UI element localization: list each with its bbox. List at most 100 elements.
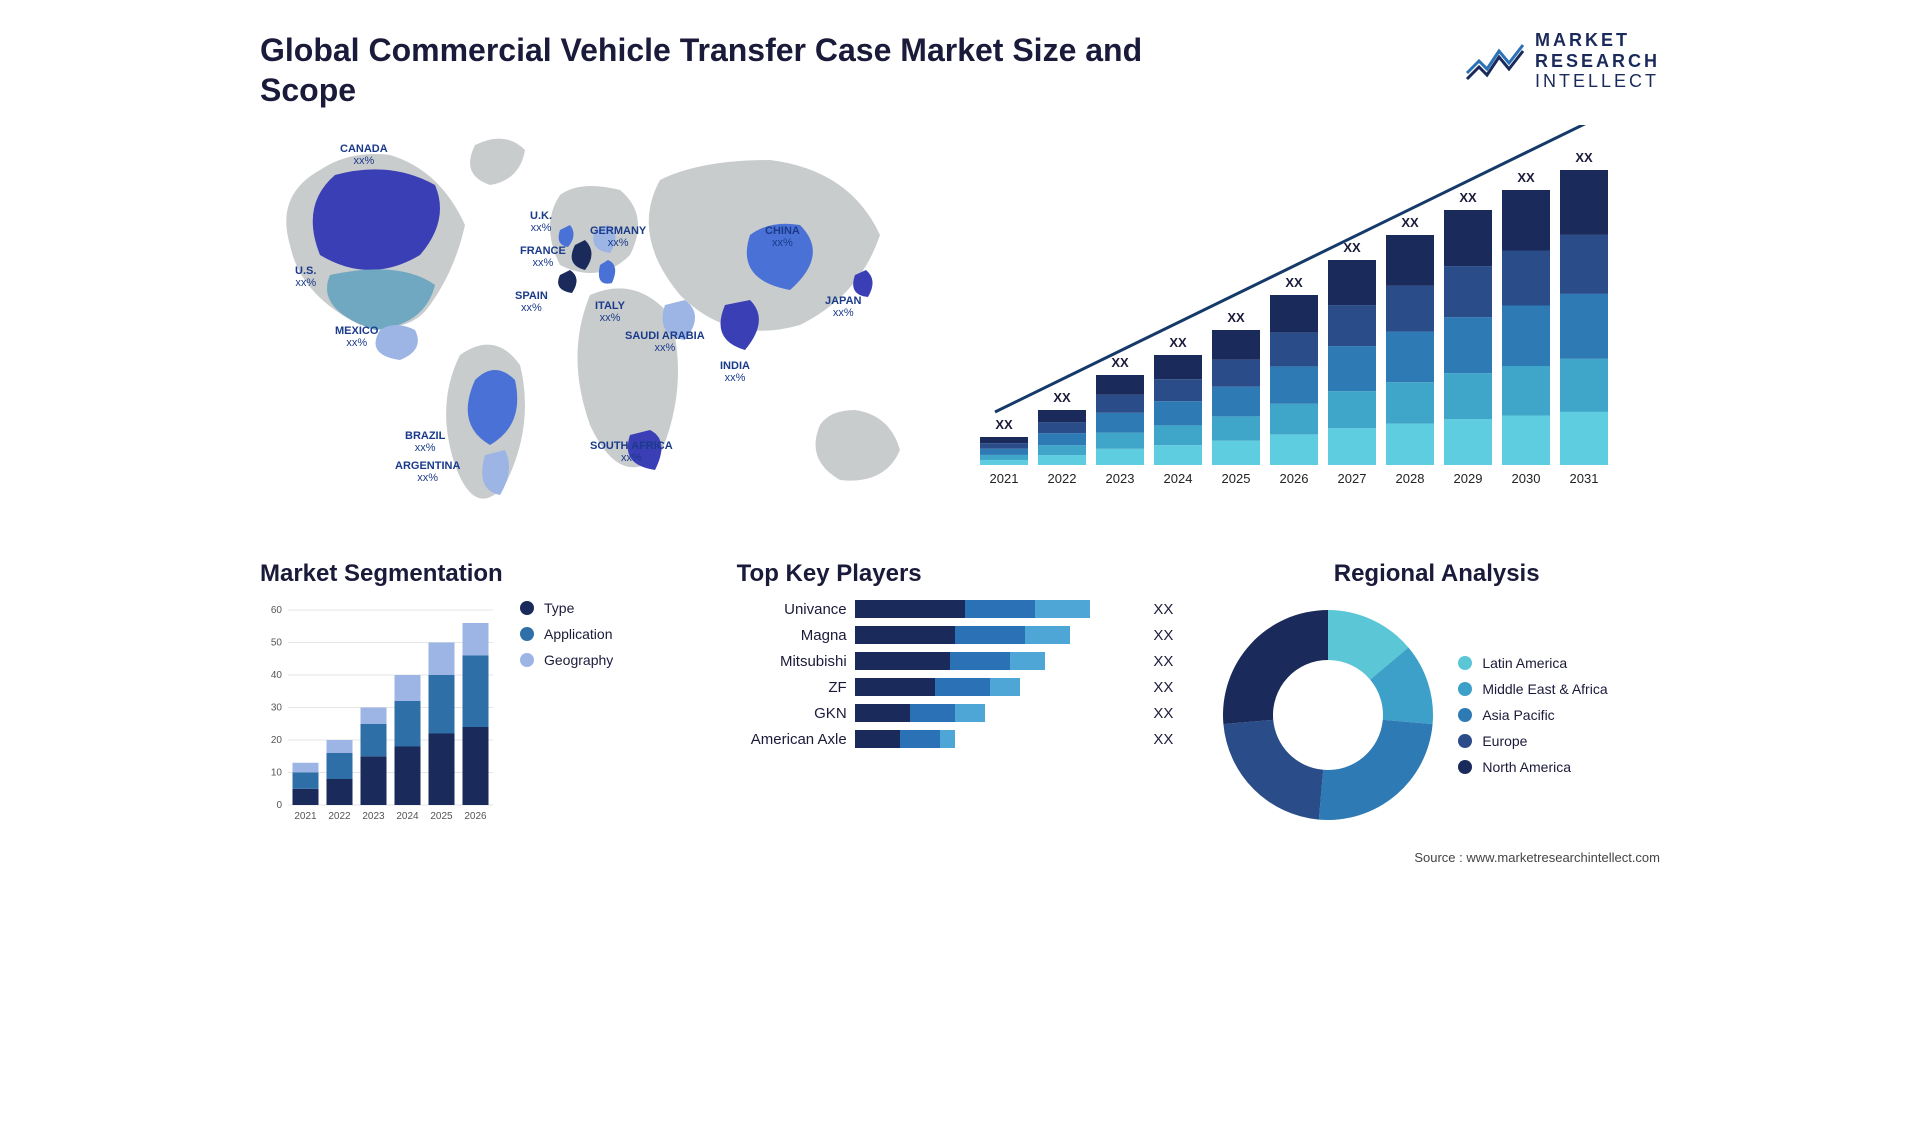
svg-text:2021: 2021 [294, 811, 317, 822]
player-name: Mitsubishi [737, 653, 847, 670]
players-panel: Top Key Players UnivanceXXMagnaXXMitsubi… [737, 560, 1184, 830]
source-attribution: Source : www.marketresearchintellect.com [260, 850, 1660, 865]
svg-text:XX: XX [995, 417, 1013, 432]
legend-label: Type [544, 600, 574, 616]
map-label: CHINAxx% [765, 225, 800, 249]
svg-text:XX: XX [1227, 310, 1245, 325]
svg-text:2023: 2023 [1106, 471, 1135, 486]
legend-row: Europe [1458, 733, 1607, 749]
svg-text:40: 40 [271, 670, 283, 681]
svg-text:2029: 2029 [1454, 471, 1483, 486]
player-name: Magna [737, 627, 847, 644]
legend-row: Type [520, 600, 613, 616]
svg-text:2028: 2028 [1396, 471, 1425, 486]
regional-panel: Regional Analysis Latin AmericaMiddle Ea… [1213, 560, 1660, 830]
legend-label: Middle East & Africa [1482, 681, 1607, 697]
player-bar-segment [955, 704, 985, 722]
svg-text:2031: 2031 [1570, 471, 1599, 486]
player-bar-segment [910, 704, 955, 722]
legend-row: Asia Pacific [1458, 707, 1607, 723]
legend-label: Latin America [1482, 655, 1567, 671]
player-bar [855, 600, 1146, 618]
player-bar-segment [1010, 652, 1045, 670]
segmentation-chart: 0102030405060202120222023202420252026 [260, 600, 500, 830]
legend-swatch [1458, 734, 1472, 748]
player-bar-segment [950, 652, 1010, 670]
legend-swatch [1458, 682, 1472, 696]
regional-donut [1213, 600, 1443, 830]
svg-text:XX: XX [1111, 355, 1129, 370]
logo-line3: INTELLECT [1535, 71, 1659, 91]
map-label: JAPANxx% [825, 295, 861, 319]
svg-text:2023: 2023 [362, 811, 385, 822]
logo: MARKET RESEARCH INTELLECT [1465, 30, 1660, 92]
svg-text:0: 0 [276, 800, 282, 811]
player-name: GKN [737, 705, 847, 722]
player-name: ZF [737, 679, 847, 696]
svg-text:2024: 2024 [396, 811, 419, 822]
svg-text:2027: 2027 [1338, 471, 1367, 486]
map-label: INDIAxx% [720, 360, 750, 384]
segmentation-panel: Market Segmentation 01020304050602021202… [260, 560, 707, 830]
svg-text:2030: 2030 [1512, 471, 1541, 486]
legend-swatch [1458, 708, 1472, 722]
svg-text:2026: 2026 [1280, 471, 1309, 486]
player-bar-segment [855, 678, 935, 696]
map-label: BRAZILxx% [405, 430, 445, 454]
player-bar-segment [855, 626, 955, 644]
svg-text:10: 10 [271, 768, 283, 779]
player-bar-segment [965, 600, 1035, 618]
map-label: SAUDI ARABIAxx% [625, 330, 705, 354]
svg-text:2021: 2021 [990, 471, 1019, 486]
map-label: FRANCExx% [520, 245, 566, 269]
player-bar-segment [990, 678, 1020, 696]
svg-text:2025: 2025 [1222, 471, 1251, 486]
segmentation-legend: Type Application Geography [520, 600, 613, 668]
player-bar-segment [855, 730, 900, 748]
legend-label: Application [544, 626, 613, 642]
player-bar [855, 626, 1146, 644]
legend-swatch [1458, 760, 1472, 774]
svg-text:20: 20 [271, 735, 283, 746]
map-label: ITALYxx% [595, 300, 625, 324]
svg-text:2022: 2022 [328, 811, 351, 822]
player-name: American Axle [737, 731, 847, 748]
svg-text:30: 30 [271, 703, 283, 714]
svg-text:XX: XX [1575, 150, 1593, 165]
player-row: Magna XX [737, 626, 1184, 644]
player-row: American AxleXX [737, 730, 1184, 748]
map-label: SOUTH AFRICAxx% [590, 440, 673, 464]
svg-text:2025: 2025 [430, 811, 453, 822]
player-bar-segment [900, 730, 940, 748]
svg-text:2026: 2026 [464, 811, 487, 822]
svg-text:XX: XX [1517, 170, 1535, 185]
player-bar [855, 704, 1146, 722]
legend-row: North America [1458, 759, 1607, 775]
map-label: U.S.xx% [295, 265, 316, 289]
svg-text:50: 50 [271, 638, 283, 649]
legend-swatch [520, 653, 534, 667]
legend-row: Geography [520, 652, 613, 668]
svg-text:XX: XX [1401, 215, 1419, 230]
segmentation-title: Market Segmentation [260, 560, 707, 588]
player-bar-segment [955, 626, 1025, 644]
svg-text:XX: XX [1459, 190, 1477, 205]
player-row: UnivanceXX [737, 600, 1184, 618]
player-value: XX [1153, 627, 1183, 644]
svg-text:2022: 2022 [1048, 471, 1077, 486]
growth-bar-chart: XX2021XX2022XX2023XX2024XX2025XX2026XX20… [960, 125, 1640, 495]
player-bar-segment [855, 600, 965, 618]
legend-row: Latin America [1458, 655, 1607, 671]
player-row: MitsubishiXX [737, 652, 1184, 670]
svg-text:XX: XX [1169, 335, 1187, 350]
player-value: XX [1153, 705, 1183, 722]
player-name: Univance [737, 601, 847, 618]
player-bar-segment [855, 704, 910, 722]
map-label: CANADAxx% [340, 143, 388, 167]
world-map-panel: CANADAxx%U.S.xx%MEXICOxx%BRAZILxx%ARGENT… [260, 125, 920, 520]
player-bar-segment [1025, 626, 1070, 644]
logo-line1: MARKET [1535, 30, 1630, 50]
svg-text:XX: XX [1343, 240, 1361, 255]
player-row: GKN XX [737, 704, 1184, 722]
player-bar-segment [940, 730, 955, 748]
